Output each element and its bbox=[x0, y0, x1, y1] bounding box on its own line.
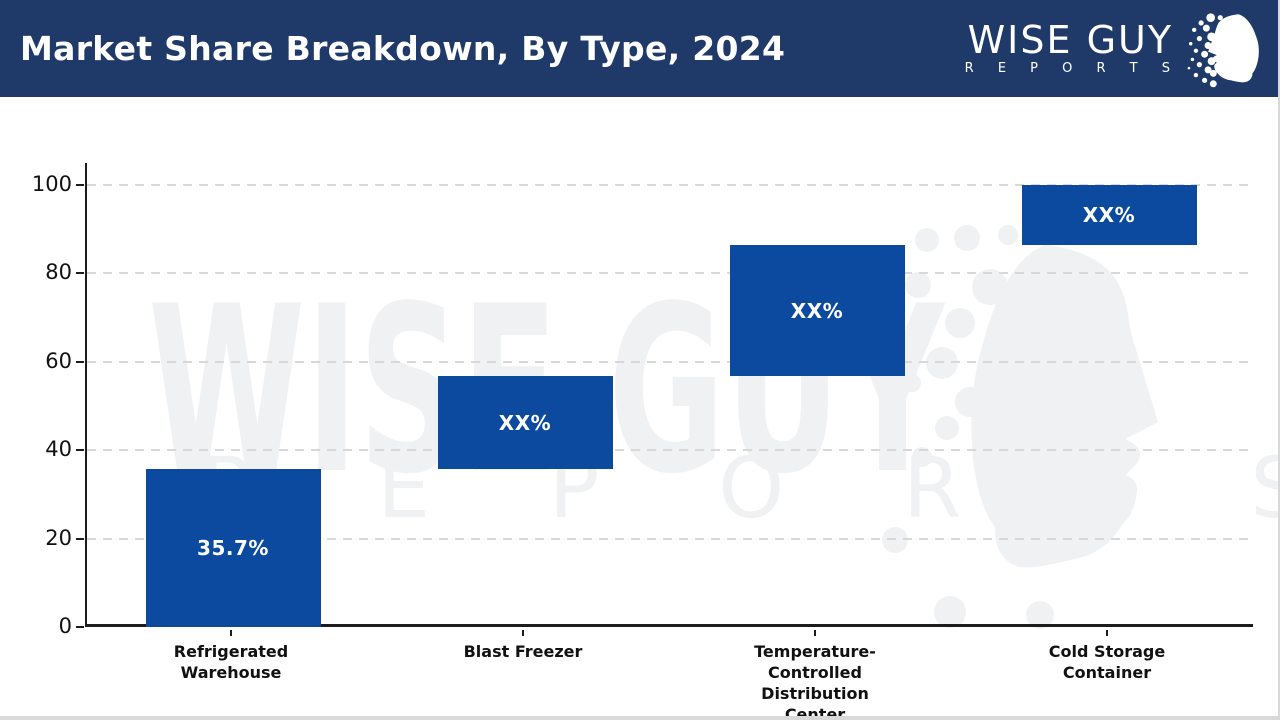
brand-face-icon bbox=[1187, 12, 1259, 87]
y-tick-label: 60 bbox=[45, 348, 72, 373]
bar-value-label: XX% bbox=[790, 298, 844, 323]
brand-logo: WISE GUY R E P O R T S bbox=[961, 3, 1262, 95]
category-label-line: Temperature- bbox=[754, 642, 876, 661]
category-label-line: Center bbox=[784, 705, 846, 720]
category-label-line: Controlled bbox=[768, 663, 862, 682]
bar: 35.7% bbox=[145, 469, 321, 627]
category-label-line: Distribution bbox=[761, 684, 869, 703]
category-label: Cold Storage Container bbox=[961, 641, 1253, 683]
x-tick-mark bbox=[522, 630, 524, 636]
bar: XX% bbox=[729, 245, 905, 377]
bar: XX% bbox=[1021, 185, 1197, 246]
page-title: Market Share Breakdown, By Type, 2024 bbox=[20, 29, 786, 68]
category-label-line: Blast Freezer bbox=[463, 642, 583, 661]
bar: XX% bbox=[437, 376, 613, 470]
gridline bbox=[87, 272, 1253, 275]
gridline bbox=[87, 449, 1253, 452]
y-tick-label: 100 bbox=[31, 172, 72, 197]
gridline bbox=[87, 537, 1253, 540]
brand-name: WISE GUY bbox=[967, 17, 1174, 62]
plot-area: 35.7% XX% XX% XX% bbox=[85, 163, 1253, 627]
y-tick-mark bbox=[76, 449, 84, 452]
category-label-line: Refrigerated bbox=[173, 642, 289, 661]
bar-value-label: 35.7% bbox=[197, 536, 269, 561]
watermark-face-icon bbox=[880, 225, 1158, 629]
x-tick-mark bbox=[230, 630, 232, 636]
category-label: Refrigerated Warehouse bbox=[85, 641, 377, 683]
brand-logo-text: WISE GUY R E P O R T S bbox=[961, 17, 1180, 77]
brand-subtitle: R E P O R T S bbox=[964, 61, 1180, 77]
category-label: Blast Freezer bbox=[377, 641, 669, 662]
category-label-line: Cold Storage bbox=[1048, 642, 1166, 661]
y-tick-mark bbox=[76, 184, 84, 187]
header: Market Share Breakdown, By Type, 2024 WI… bbox=[0, 0, 1278, 97]
y-tick-mark bbox=[76, 626, 84, 628]
bar-value-label: XX% bbox=[1082, 203, 1136, 228]
y-tick-mark bbox=[76, 360, 84, 363]
x-tick-mark bbox=[1106, 630, 1108, 636]
category-label: Temperature- Controlled Distribution Center bbox=[669, 641, 961, 720]
y-tick-mark bbox=[76, 537, 84, 540]
gridline bbox=[87, 184, 1253, 187]
y-tick-mark bbox=[76, 272, 84, 275]
y-tick-label: 40 bbox=[45, 437, 72, 462]
category-label-line: Warehouse bbox=[180, 663, 282, 682]
bar-value-label: XX% bbox=[498, 410, 552, 435]
x-tick-mark bbox=[814, 630, 816, 636]
y-tick-label: 80 bbox=[45, 260, 72, 285]
category-label-line: Container bbox=[1062, 663, 1152, 682]
y-tick-label: 20 bbox=[45, 525, 72, 550]
gridline bbox=[87, 360, 1253, 363]
y-tick-label: 0 bbox=[58, 614, 72, 638]
